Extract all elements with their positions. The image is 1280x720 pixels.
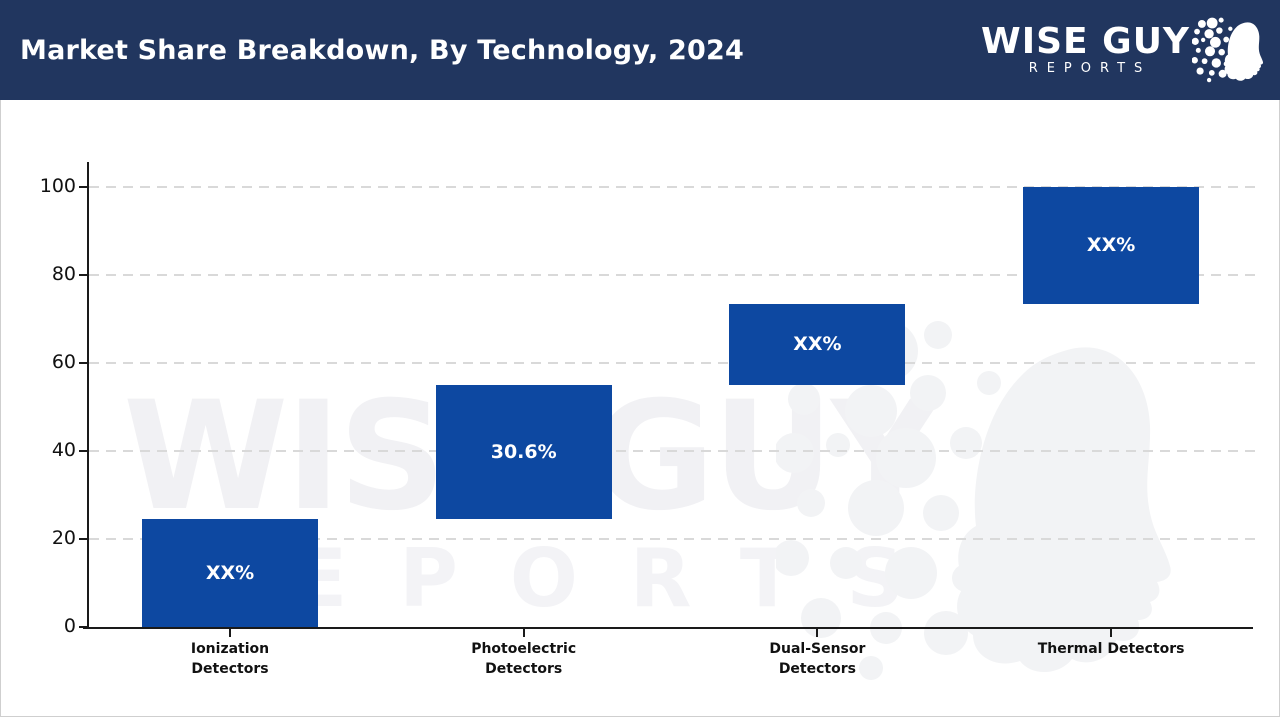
chart-canvas: WISE GUY REPORTS [0,100,1280,717]
header-bar: Market Share Breakdown, By Technology, 2… [0,0,1280,100]
page-title: Market Share Breakdown, By Technology, 2… [20,34,745,66]
watermark-face-icon [776,321,1171,680]
brand-subtitle: REPORTS [1028,61,1152,76]
brand-logo-text: WISE GUY REPORTS [981,23,1190,77]
brand-face-icon [1192,17,1264,83]
brand-logo: WISE GUY REPORTS [981,17,1264,83]
brand-name: WISE GUY [980,21,1190,62]
